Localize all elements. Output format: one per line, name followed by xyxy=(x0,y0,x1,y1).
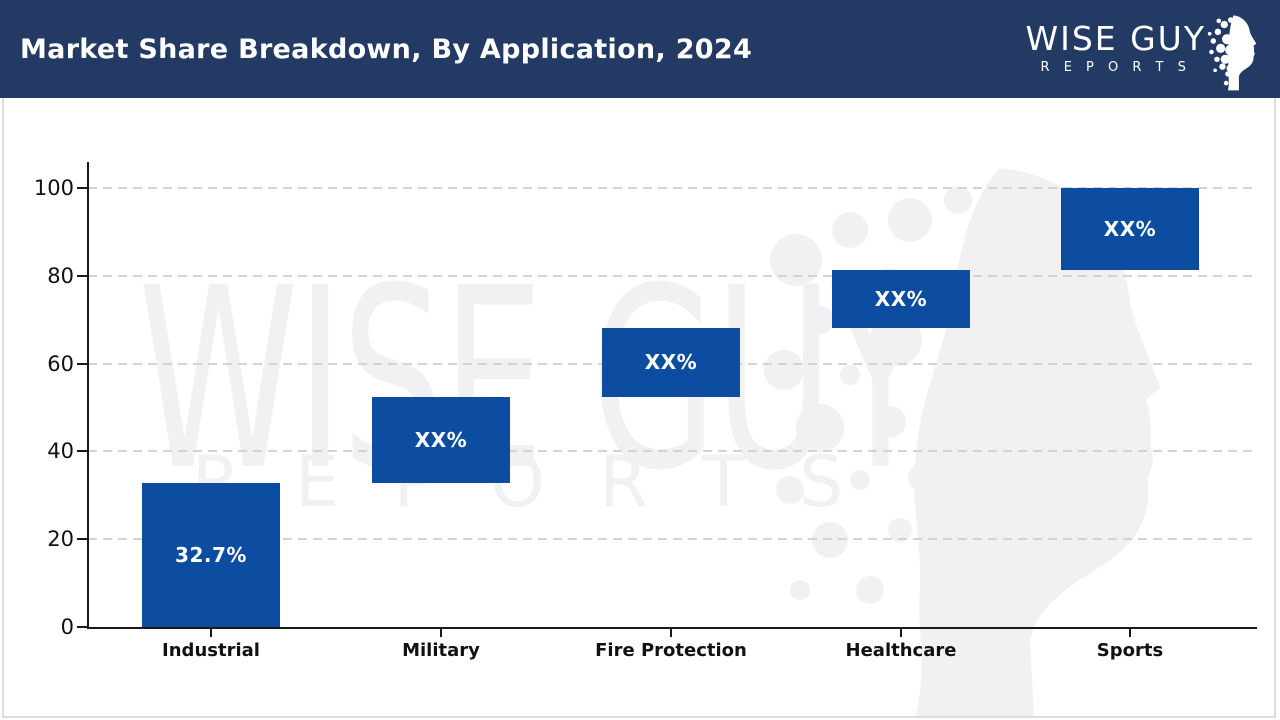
brand-logo: WISE GUY R E P O R T S xyxy=(1022,6,1272,94)
y-axis-tick-label-60: 60 xyxy=(47,351,74,376)
x-axis-tick-sports xyxy=(1129,629,1131,637)
y-axis-tick-20 xyxy=(77,538,87,541)
y-axis-tick-label-20: 20 xyxy=(47,527,74,552)
y-axis-tick-label-40: 40 xyxy=(47,439,74,464)
x-axis-line xyxy=(87,627,1257,629)
y-axis-tick-0 xyxy=(77,626,87,628)
y-gridline-20 xyxy=(88,538,1255,541)
bar-military xyxy=(372,396,510,484)
bar-value-label-healthcare: XX% xyxy=(874,286,928,311)
bar-value-label-industrial: 32.7% xyxy=(175,543,247,568)
x-axis-tick-healthcare xyxy=(900,629,902,637)
y-axis-tick-40 xyxy=(77,450,87,453)
y-axis-tick-80 xyxy=(77,274,87,277)
x-axis-label-sports: Sports xyxy=(1096,640,1164,661)
y-axis-tick-100 xyxy=(77,187,87,189)
x-axis-label-industrial: Industrial xyxy=(162,640,260,661)
y-axis-tick-label-80: 80 xyxy=(47,263,74,288)
brand-name: WISE GUY xyxy=(1025,19,1206,58)
y-axis-line xyxy=(87,162,89,629)
y-axis-tick-60 xyxy=(77,362,87,365)
page-title: Market Share Breakdown, By Application, … xyxy=(20,33,753,65)
bar-fire-protection xyxy=(602,327,740,397)
y-axis-tick-label-0: 0 xyxy=(60,615,74,639)
bar-value-label-sports: XX% xyxy=(1103,216,1157,241)
brand-subname: R E P O R T S xyxy=(1040,59,1191,75)
x-axis-tick-fire-protection xyxy=(670,629,672,637)
x-axis-tick-military xyxy=(440,629,442,637)
bar-value-label-military: XX% xyxy=(414,428,468,453)
y-gridline-100 xyxy=(88,187,1255,189)
x-axis-tick-industrial xyxy=(210,629,212,637)
bar-value-label-fire-protection: XX% xyxy=(644,350,698,375)
brand-face-icon xyxy=(1207,15,1257,91)
y-gridline-80 xyxy=(88,274,1255,277)
header-bar: Market Share Breakdown, By Application, … xyxy=(0,0,1280,98)
brand-logo-text: WISE GUY R E P O R T S xyxy=(1025,19,1206,75)
x-axis-label-military: Military xyxy=(402,640,480,661)
bar-industrial xyxy=(142,483,280,627)
y-gridline-40 xyxy=(88,450,1255,453)
x-axis-label-healthcare: Healthcare xyxy=(845,640,957,661)
x-axis-label-fire-protection: Fire Protection xyxy=(595,640,747,661)
y-axis-tick-label-100: 100 xyxy=(33,176,74,200)
